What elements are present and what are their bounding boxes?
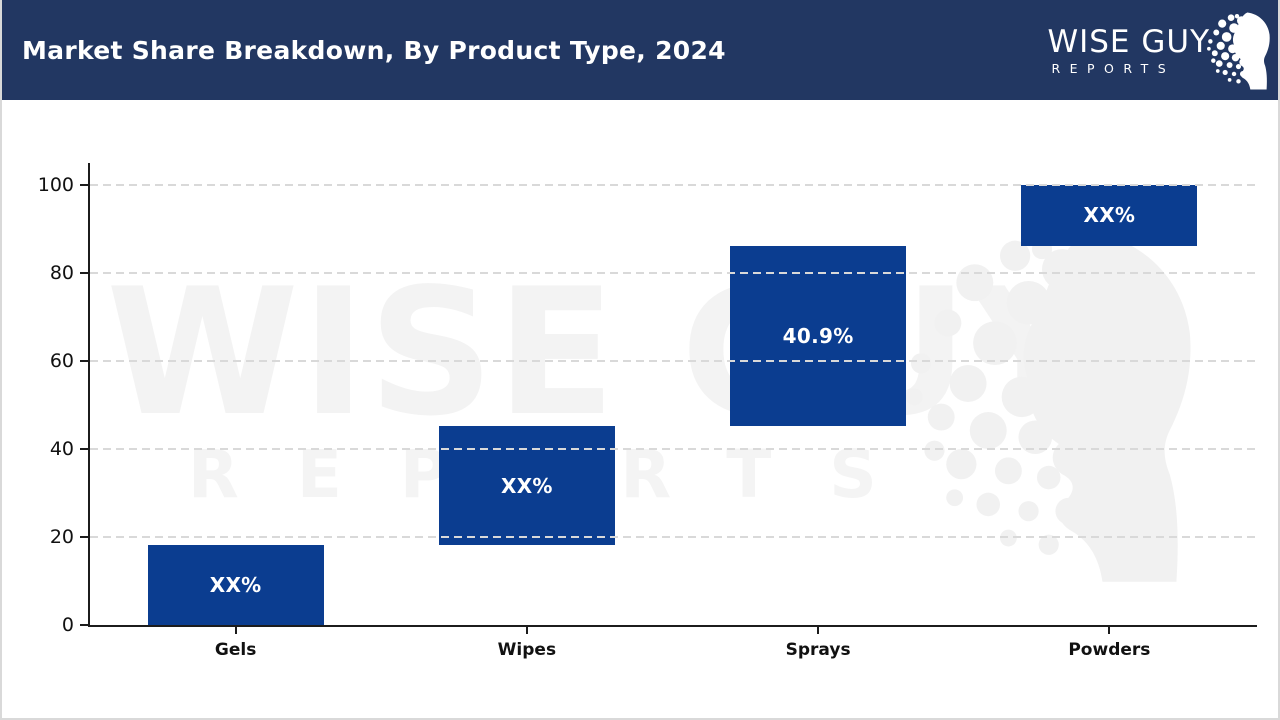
gridline (90, 360, 1255, 362)
x-axis-category-label: Sprays (785, 640, 851, 660)
y-axis-tick-label: 100 (37, 174, 74, 196)
bar-value-label: 40.9% (782, 323, 854, 348)
x-axis-tick (1108, 627, 1111, 634)
bar: XX% (1021, 185, 1198, 246)
gridline (90, 536, 1255, 538)
y-axis-tick-label: 0 (61, 614, 74, 636)
header-bar: Market Share Breakdown, By Product Type,… (2, 0, 1278, 100)
y-axis-tick-label: 80 (49, 262, 74, 284)
bar-value-label: XX% (209, 573, 262, 598)
brand-logo-text: WISE GUY REPORTS (1047, 26, 1210, 76)
bar-value-label: XX% (500, 473, 553, 498)
y-axis-tick (80, 448, 88, 450)
bar: 40.9% (730, 245, 907, 426)
y-axis-tick (80, 624, 88, 626)
x-axis-category-label: Powders (1068, 640, 1151, 660)
x-axis-category-label: Gels (214, 640, 257, 660)
brand-tagline: REPORTS (1051, 60, 1176, 76)
x-axis-tick (525, 627, 528, 634)
dotted-head-logo-icon (1200, 10, 1274, 92)
gridline (90, 448, 1255, 450)
bar: XX% (438, 425, 615, 546)
y-axis-tick-label: 20 (49, 526, 74, 548)
y-axis-line (88, 163, 90, 627)
x-axis-line (88, 625, 1257, 627)
y-axis-tick-label: 60 (49, 350, 74, 372)
gridline (90, 184, 1255, 186)
dotted-head-watermark-icon (874, 222, 1210, 592)
brand-name: WISE GUY (1047, 24, 1210, 61)
brand-logo: WISE GUY REPORTS (1047, 7, 1274, 95)
x-axis-tick (234, 627, 237, 634)
gridline (90, 272, 1255, 274)
bar: XX% (147, 545, 324, 625)
bar-value-label: XX% (1083, 203, 1136, 228)
y-axis-tick (80, 360, 88, 362)
y-axis-tick (80, 184, 88, 186)
y-axis-tick (80, 272, 88, 274)
x-axis-category-label: Wipes (497, 640, 557, 660)
y-axis-tick-label: 40 (49, 438, 74, 460)
x-axis-tick (817, 627, 820, 634)
page-title: Market Share Breakdown, By Product Type,… (22, 35, 726, 65)
y-axis-tick (80, 536, 88, 538)
